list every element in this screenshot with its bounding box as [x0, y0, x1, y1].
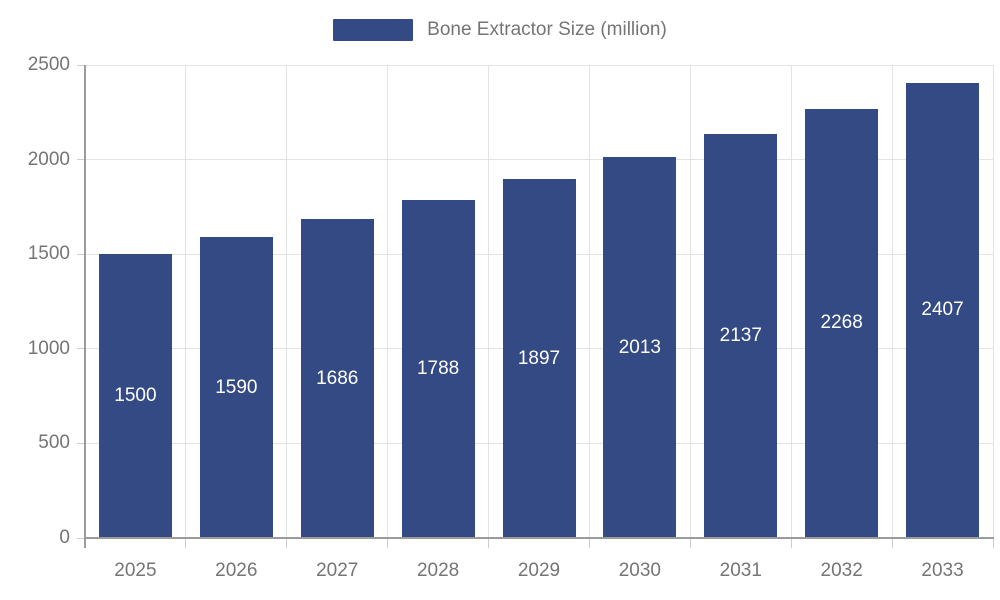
h-gridline — [85, 64, 993, 66]
bar — [98, 254, 172, 538]
bar-value-label: 1686 — [316, 367, 359, 389]
bar — [603, 157, 677, 538]
legend-item[interactable]: Bone Extractor Size (million) — [0, 19, 1000, 41]
legend-label: Bone Extractor Size (million) — [427, 19, 667, 40]
v-gridline — [286, 65, 288, 538]
x-axis-tick-label: 2025 — [114, 560, 157, 581]
y-axis-tick-label: 500 — [38, 432, 70, 454]
x-axis-tick — [286, 538, 288, 548]
x-axis-tick — [992, 538, 994, 548]
x-axis-tick — [689, 538, 691, 548]
y-axis-line — [84, 65, 86, 548]
y-axis-tick — [77, 537, 85, 539]
x-axis-tick-label: 2031 — [719, 560, 762, 581]
bar-value-label: 1590 — [215, 376, 258, 398]
v-gridline — [689, 65, 691, 538]
x-axis-tick — [185, 538, 187, 548]
v-gridline — [588, 65, 590, 538]
v-gridline — [488, 65, 490, 538]
y-axis-tick — [77, 64, 85, 66]
bar-value-label: 1897 — [517, 347, 561, 369]
bar — [906, 82, 980, 538]
x-axis-tick-label: 2026 — [215, 560, 258, 581]
x-axis-tick — [588, 538, 590, 548]
x-axis-tick-label: 2029 — [517, 560, 561, 581]
bar — [502, 179, 576, 538]
x-axis-tick-label: 2032 — [820, 560, 863, 581]
y-axis-tick-label: 1000 — [27, 337, 70, 359]
bar-value-label: 2268 — [820, 312, 863, 334]
v-gridline — [790, 65, 792, 538]
legend-swatch — [333, 19, 414, 41]
v-gridline — [891, 65, 893, 538]
x-axis-tick-label: 2027 — [316, 560, 359, 581]
bar — [300, 219, 374, 538]
x-axis-tick — [488, 538, 490, 548]
bar-value-label: 2137 — [719, 324, 762, 346]
bar — [805, 108, 879, 538]
bar-value-label: 1788 — [416, 357, 460, 379]
y-axis-tick-label: 1500 — [27, 243, 70, 265]
v-gridline — [992, 65, 994, 538]
x-axis-tick — [387, 538, 389, 548]
bar-value-label: 2013 — [618, 336, 662, 358]
x-axis-tick-label: 2028 — [416, 560, 460, 581]
bar — [704, 133, 778, 538]
y-axis-tick — [77, 348, 85, 350]
v-gridline — [387, 65, 389, 538]
bar-value-label: 2407 — [921, 299, 964, 321]
x-axis-tick-label: 2033 — [921, 560, 964, 581]
y-axis-tick-label: 0 — [59, 527, 70, 548]
h-gridline — [85, 159, 993, 161]
x-axis-tick-label: 2030 — [618, 560, 662, 581]
v-gridline — [185, 65, 187, 538]
x-axis-tick — [790, 538, 792, 548]
x-axis-line — [84, 537, 994, 539]
x-axis-tick — [891, 538, 893, 548]
y-axis-tick-label: 2000 — [27, 148, 70, 170]
y-axis-tick — [77, 253, 85, 255]
bar — [199, 237, 273, 538]
y-axis-tick — [77, 159, 85, 161]
bar — [401, 199, 475, 538]
y-axis-tick-label: 2500 — [27, 54, 70, 75]
bar-value-label: 1500 — [114, 385, 157, 407]
y-axis-tick — [77, 442, 85, 444]
